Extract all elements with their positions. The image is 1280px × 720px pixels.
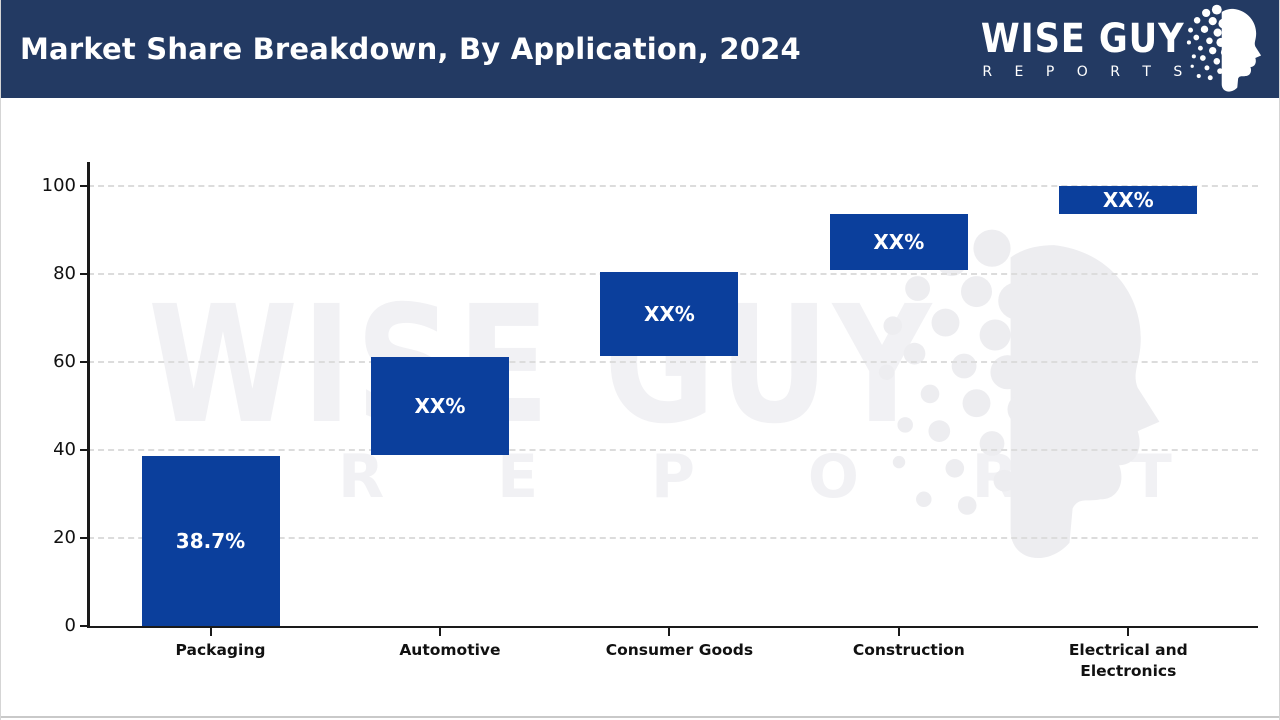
page-bottom-rule bbox=[0, 716, 1280, 718]
x-axis-tick bbox=[668, 628, 671, 636]
y-axis-tick-label: 20 bbox=[53, 527, 76, 548]
x-axis-category-label: Packaging bbox=[175, 641, 266, 659]
y-axis-tick-label: 0 bbox=[64, 615, 76, 636]
y-axis-tick bbox=[80, 449, 88, 451]
y-axis-tick-label: 60 bbox=[53, 351, 76, 372]
bar: XX% bbox=[600, 271, 739, 356]
y-axis-tick-label: 80 bbox=[53, 263, 76, 284]
bar-value-label: XX% bbox=[643, 301, 695, 326]
y-axis bbox=[87, 162, 90, 628]
bar-value-label: XX% bbox=[414, 393, 466, 418]
y-axis-tick-label: 40 bbox=[53, 439, 76, 460]
y-axis-tick bbox=[80, 361, 88, 363]
bar: XX% bbox=[1059, 186, 1198, 214]
x-axis-tick bbox=[1127, 628, 1130, 636]
x-axis-category-label: Electrical and Electronics bbox=[1068, 641, 1188, 680]
gridline bbox=[88, 185, 1258, 187]
bar-value-label: XX% bbox=[1102, 187, 1154, 212]
page-left-rule bbox=[0, 0, 1, 720]
bar-value-label: XX% bbox=[873, 229, 925, 254]
x-axis bbox=[87, 625, 1258, 628]
gridline bbox=[88, 361, 1258, 363]
brand-logo: WISE GUY R E P O R T S bbox=[967, 3, 1266, 95]
y-axis-tick bbox=[80, 185, 88, 187]
gridline bbox=[88, 537, 1258, 539]
logo-wiseguy-text: WISE GUY bbox=[980, 16, 1185, 62]
bar: 38.7% bbox=[141, 455, 280, 626]
x-axis-category-label: Construction bbox=[852, 641, 965, 659]
x-axis-tick bbox=[209, 628, 212, 636]
watermark-wiseguy-text: WISE GUY bbox=[148, 272, 935, 460]
gridline bbox=[88, 449, 1258, 451]
bar-value-label: 38.7% bbox=[175, 528, 246, 553]
x-axis-category-label: Consumer Goods bbox=[605, 641, 754, 659]
bar: XX% bbox=[370, 357, 509, 455]
y-axis-tick bbox=[80, 537, 88, 539]
y-axis-tick bbox=[80, 273, 88, 275]
chart-title: Market Share Breakdown, By Application, … bbox=[20, 32, 801, 66]
x-axis-tick bbox=[897, 628, 900, 636]
header-bar: Market Share Breakdown, By Application, … bbox=[0, 0, 1280, 98]
x-axis-tick bbox=[438, 628, 441, 636]
y-axis-tick bbox=[80, 625, 88, 627]
logo-head-icon bbox=[1186, 4, 1262, 92]
y-axis-tick-label: 100 bbox=[41, 175, 76, 196]
x-axis-category-label: Automotive bbox=[399, 641, 501, 659]
logo-reports-text: R E P O R T S bbox=[982, 64, 1192, 80]
bar: XX% bbox=[829, 213, 968, 271]
